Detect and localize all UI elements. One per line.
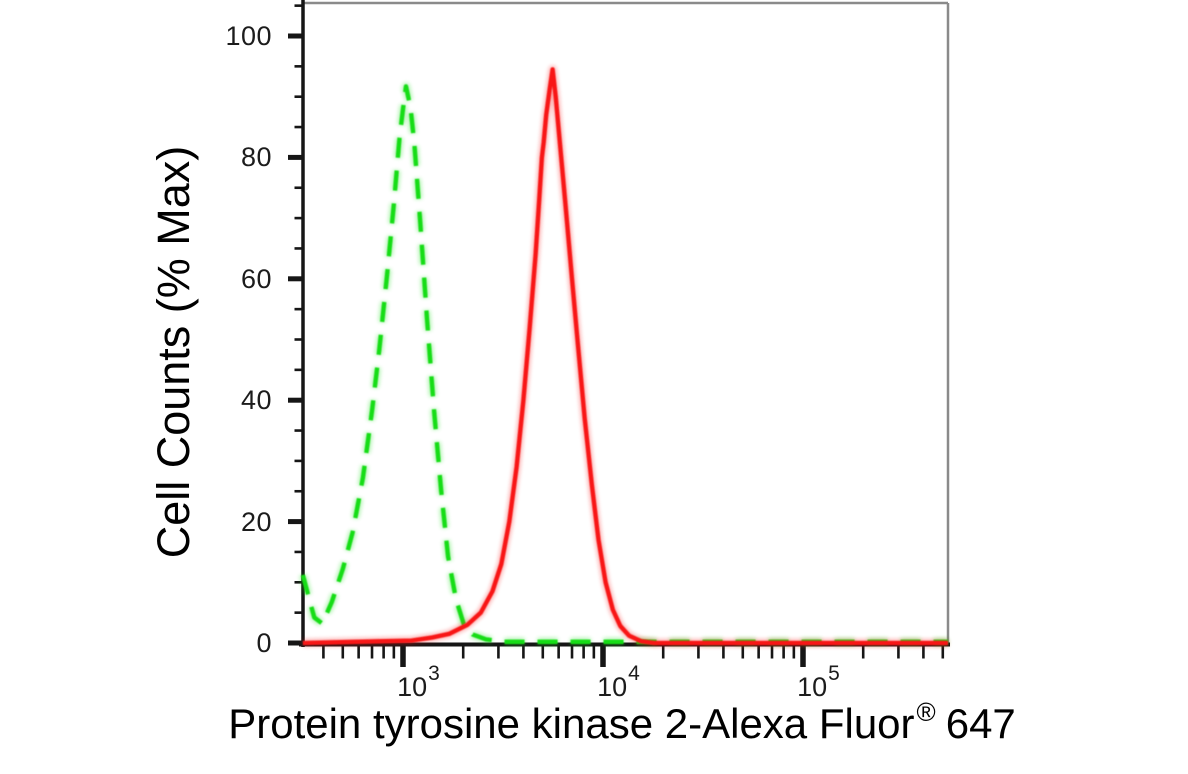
- y-axis-title: Cell Counts (% Max): [148, 145, 199, 559]
- registered-trademark-icon: ®: [916, 697, 936, 727]
- red-solid-curve: [302, 67, 948, 646]
- x-tick-base: 10: [597, 672, 628, 702]
- y-tick-label: 60: [240, 263, 272, 294]
- x-axis-title: Protein tyrosine kinase 2-Alexa Fluor ® 64…: [228, 697, 1016, 748]
- y-tick-label: 100: [225, 21, 272, 51]
- x-tick-base: 10: [397, 672, 428, 702]
- x-tick-label: 10 4: [573, 663, 663, 703]
- x-axis-title-suffix: 647: [945, 700, 1016, 747]
- x-tick-exponent: 4: [628, 662, 640, 685]
- x-tick-label: 10 5: [773, 663, 863, 703]
- y-tick-label: 20: [240, 506, 272, 537]
- histogram-curves: [299, 65, 948, 647]
- x-tick-exponent: 3: [428, 662, 440, 685]
- plot-frame: [299, 0, 950, 647]
- x-axis-title-text: Protein tyrosine kinase 2-Alexa Fluor: [228, 700, 915, 747]
- y-tick-label: 40: [240, 385, 272, 416]
- y-tick-label: 80: [240, 142, 272, 173]
- green-dashed-curve-group: [299, 82, 948, 646]
- x-tick-base: 10: [797, 672, 828, 702]
- x-tick-exponent: 5: [828, 662, 840, 685]
- red-solid-curve-group: [302, 65, 948, 647]
- axis-ticks: [288, 4, 945, 667]
- green-dashed-curve: [300, 84, 948, 644]
- x-tick-label: 10 3: [373, 663, 463, 703]
- y-tick-label: 0: [256, 628, 272, 658]
- green-dashed-curve-glow: [299, 82, 948, 646]
